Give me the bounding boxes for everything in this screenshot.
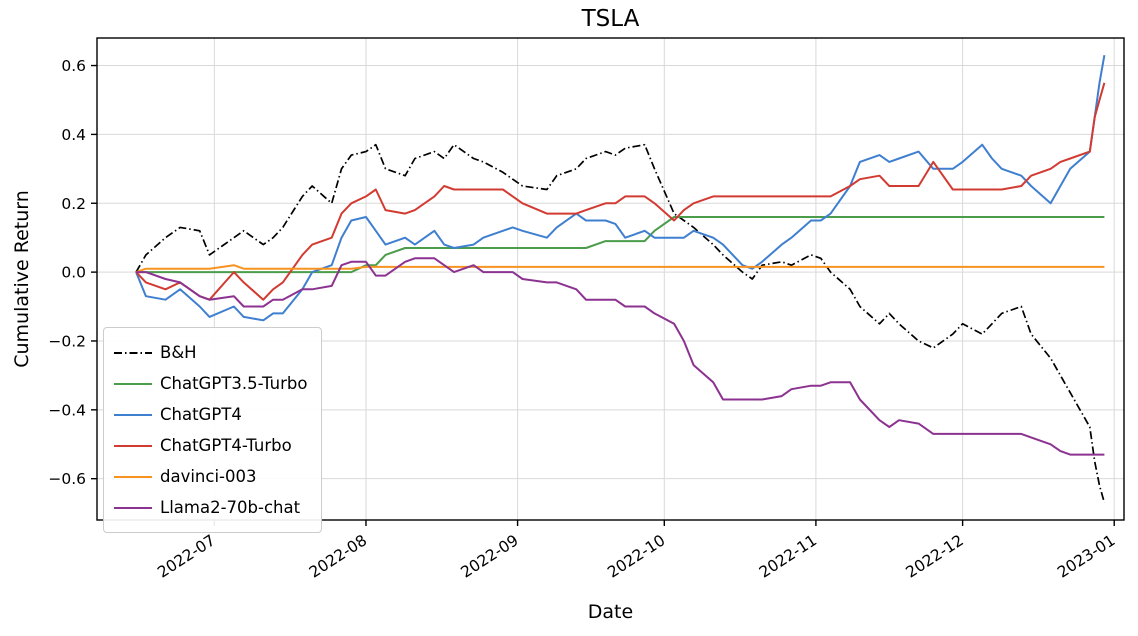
y-tick-label: 0.4 xyxy=(61,126,86,144)
legend-line-sample xyxy=(114,382,152,385)
x-tick-label: 2022-07 xyxy=(154,531,218,581)
series-line-b-h xyxy=(135,143,1106,504)
axes-frame xyxy=(96,37,1125,521)
series-line-chatgpt4-turbo xyxy=(135,82,1106,301)
legend-item: Llama2-70b-chat xyxy=(114,492,307,523)
y-tick-label: −0.4 xyxy=(48,401,86,419)
series-line-chatgpt4 xyxy=(135,55,1106,322)
x-tick-label: 2023-01 xyxy=(1054,531,1118,581)
x-tick-label: 2022-11 xyxy=(756,531,820,581)
legend-label: ChatGPT4-Turbo xyxy=(160,436,292,455)
series-line-chatgpt3-5-turbo xyxy=(136,216,1105,274)
legend: B&H ChatGPT3.5-Turbo ChatGPT4 ChatGPT4-Turb… xyxy=(103,327,323,533)
legend-label: davinci-003 xyxy=(160,467,257,486)
x-tick-label: 2022-10 xyxy=(604,531,668,581)
legend-label: B&H xyxy=(160,343,197,362)
y-tick-label: 0.6 xyxy=(61,57,86,75)
x-axis-label: Date xyxy=(587,601,634,623)
legend-line-sample xyxy=(114,444,152,447)
legend-item: ChatGPT4 xyxy=(114,399,307,430)
x-tick-label: 2022-12 xyxy=(903,531,967,581)
legend-line-sample xyxy=(114,475,152,478)
legend-item: ChatGPT4-Turbo xyxy=(114,430,307,461)
legend-line-sample xyxy=(114,351,152,354)
legend-label: Llama2-70b-chat xyxy=(160,498,301,517)
y-tick-label: −0.2 xyxy=(48,332,86,350)
legend-item: ChatGPT3.5-Turbo xyxy=(114,368,307,399)
legend-line-sample xyxy=(114,413,152,416)
y-tick-label: 0.2 xyxy=(61,195,86,213)
legend-line-sample xyxy=(114,506,152,509)
legend-label: ChatGPT4 xyxy=(160,405,242,424)
series-line-davinci-003 xyxy=(135,264,1105,274)
x-tick-label: 2022-09 xyxy=(458,531,522,581)
y-tick-label: −0.6 xyxy=(48,470,86,488)
y-tick-label: 0.0 xyxy=(61,264,86,282)
legend-label: ChatGPT3.5-Turbo xyxy=(160,374,308,393)
legend-item: davinci-003 xyxy=(114,461,307,492)
chart-title: TSLA xyxy=(581,6,640,32)
legend-item: B&H xyxy=(114,337,307,368)
y-axis-label: Cumulative Return xyxy=(11,190,33,368)
x-tick-label: 2022-08 xyxy=(306,531,370,581)
series-line-llama2-70b-chat xyxy=(136,257,1105,456)
